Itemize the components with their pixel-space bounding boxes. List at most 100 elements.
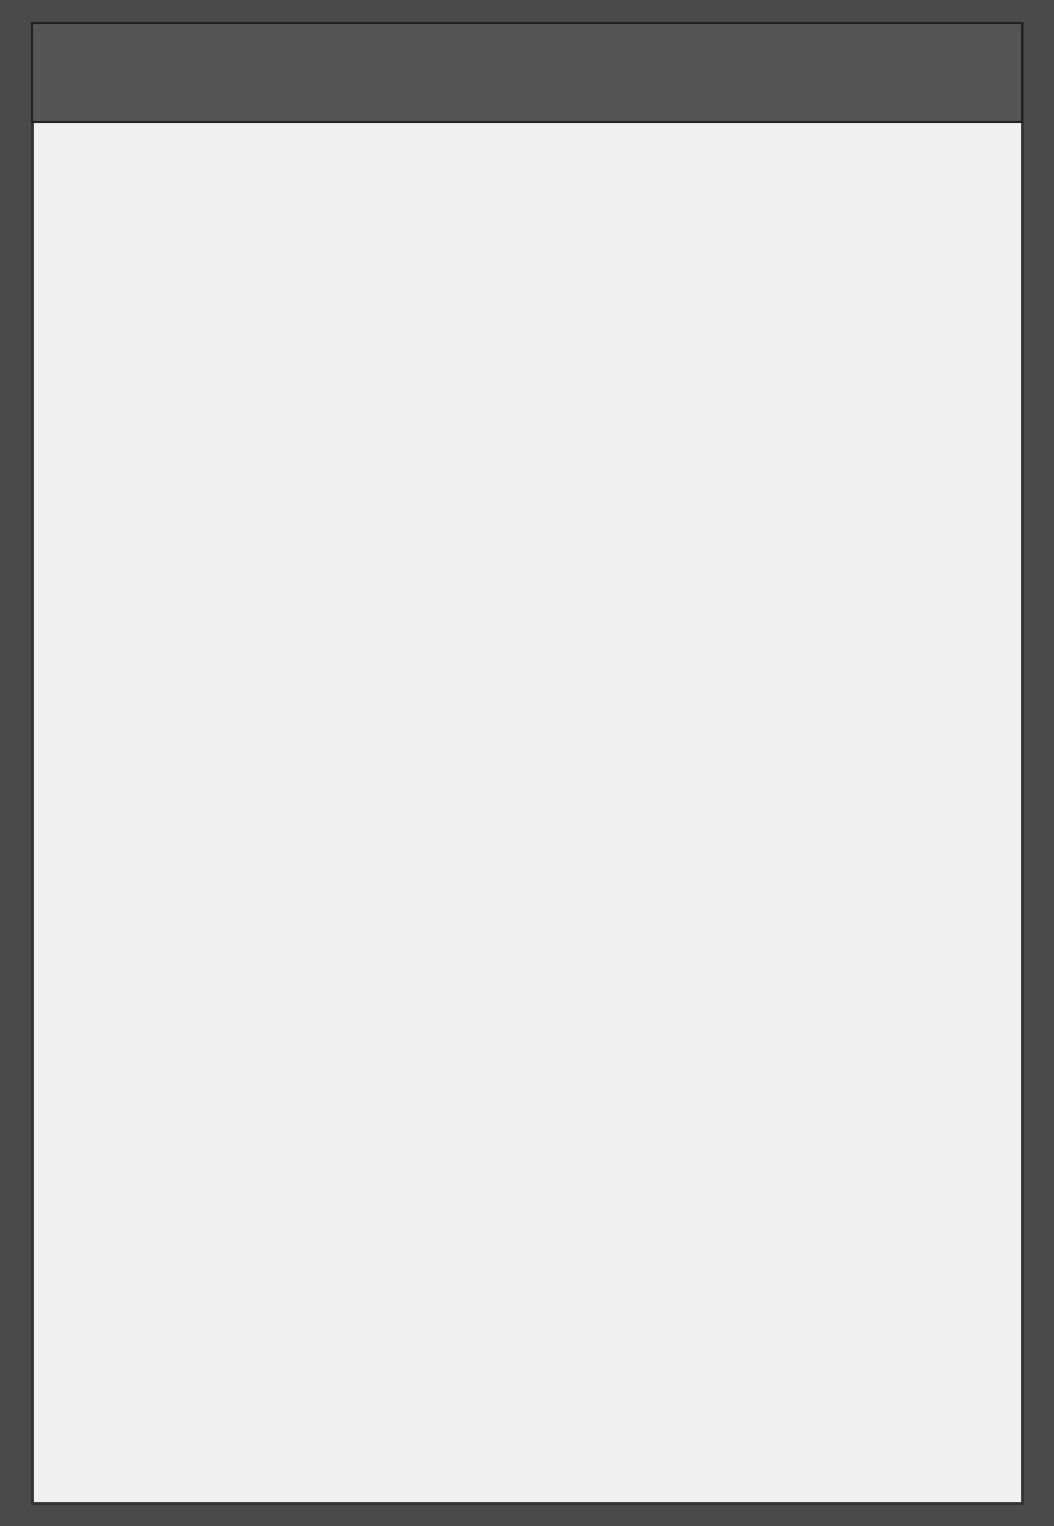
Text: TAPPET BALL SOCKET
SPRING: TAPPET BALL SOCKET SPRING: [202, 1000, 430, 1059]
Text: For Details: For Details: [432, 38, 622, 96]
FancyBboxPatch shape: [398, 201, 656, 230]
Text: 8: 8: [871, 394, 877, 403]
Circle shape: [594, 722, 638, 765]
Circle shape: [271, 746, 307, 781]
FancyBboxPatch shape: [413, 266, 641, 349]
FancyBboxPatch shape: [844, 270, 883, 305]
Text: 2: 2: [286, 710, 292, 719]
FancyBboxPatch shape: [743, 761, 766, 980]
FancyBboxPatch shape: [413, 710, 437, 778]
Polygon shape: [651, 1457, 679, 1485]
FancyBboxPatch shape: [413, 378, 641, 487]
FancyBboxPatch shape: [641, 418, 760, 517]
Text: CAM RING: CAM RING: [674, 1361, 840, 1375]
FancyBboxPatch shape: [676, 378, 735, 433]
Bar: [378, 201, 413, 743]
Circle shape: [604, 731, 628, 755]
Circle shape: [271, 391, 307, 426]
Polygon shape: [470, 1212, 497, 1235]
Polygon shape: [613, 1430, 636, 1447]
Text: ROCKER ARM: ROCKER ARM: [536, 670, 597, 726]
Polygon shape: [497, 1212, 525, 1235]
Text: TAP HERE: TAP HERE: [479, 43, 575, 61]
Polygon shape: [444, 1216, 470, 1241]
Polygon shape: [636, 1430, 659, 1447]
Text: 7: 7: [871, 497, 877, 507]
Polygon shape: [525, 1216, 551, 1241]
Polygon shape: [651, 1325, 679, 1351]
Text: ADJUSTING SCREW: ADJUSTING SCREW: [313, 690, 424, 723]
Text: 19] ASSEMBLY OF AIR VALVE: 19] ASSEMBLY OF AIR VALVE: [360, 75, 694, 96]
Polygon shape: [305, 1378, 326, 1404]
Polygon shape: [331, 1265, 664, 1526]
Text: VALVE
SPRING
ASSEMBLY: VALVE SPRING ASSEMBLY: [768, 719, 930, 870]
Circle shape: [839, 325, 889, 374]
FancyBboxPatch shape: [507, 166, 577, 201]
FancyBboxPatch shape: [413, 679, 641, 743]
Circle shape: [271, 696, 307, 731]
Circle shape: [856, 380, 892, 417]
FancyBboxPatch shape: [443, 743, 611, 783]
Circle shape: [271, 499, 307, 534]
Circle shape: [819, 305, 909, 394]
Polygon shape: [568, 1447, 591, 1470]
Polygon shape: [550, 1465, 573, 1488]
Text: 3: 3: [286, 511, 292, 522]
Circle shape: [468, 1375, 527, 1434]
Polygon shape: [722, 1509, 740, 1526]
Polygon shape: [662, 1351, 687, 1378]
FancyBboxPatch shape: [641, 423, 681, 511]
Text: CAM LOBE: CAM LOBE: [203, 1233, 356, 1325]
Text: TAPPET ROLLER: TAPPET ROLLER: [505, 1276, 736, 1291]
FancyBboxPatch shape: [800, 374, 824, 438]
Circle shape: [466, 1265, 489, 1288]
Polygon shape: [662, 1431, 687, 1457]
FancyBboxPatch shape: [418, 270, 448, 343]
Polygon shape: [305, 1404, 326, 1431]
FancyBboxPatch shape: [606, 270, 636, 343]
FancyBboxPatch shape: [676, 374, 824, 438]
Polygon shape: [532, 1509, 550, 1526]
FancyBboxPatch shape: [443, 1091, 465, 1267]
Text: SPLIT KEY: SPLIT KEY: [767, 690, 918, 728]
Circle shape: [885, 291, 921, 327]
FancyBboxPatch shape: [423, 783, 631, 812]
Bar: [641, 201, 676, 743]
Text: PUSH ROD: PUSH ROD: [321, 906, 442, 940]
Polygon shape: [308, 1351, 332, 1378]
Polygon shape: [538, 1488, 559, 1509]
Polygon shape: [638, 1297, 666, 1326]
Text: Fig. 18.10A Air valve: Fig. 18.10A Air valve: [448, 855, 606, 870]
Polygon shape: [590, 1434, 613, 1456]
Polygon shape: [599, 1253, 628, 1282]
Polygon shape: [699, 1465, 722, 1488]
Circle shape: [431, 1047, 474, 1091]
Circle shape: [618, 1515, 653, 1526]
Text: CRANKCASE: CRANKCASE: [176, 1041, 326, 1074]
Circle shape: [806, 212, 842, 249]
Polygon shape: [329, 1483, 357, 1511]
Polygon shape: [638, 1483, 666, 1511]
Polygon shape: [366, 1253, 395, 1282]
Circle shape: [856, 484, 892, 520]
Circle shape: [579, 282, 635, 337]
Polygon shape: [659, 1434, 682, 1456]
FancyBboxPatch shape: [413, 720, 800, 766]
Polygon shape: [714, 1488, 735, 1509]
Circle shape: [450, 1248, 505, 1303]
Ellipse shape: [720, 1047, 789, 1062]
Polygon shape: [308, 1431, 332, 1457]
FancyBboxPatch shape: [735, 418, 760, 517]
Text: 4: 4: [286, 403, 292, 414]
Polygon shape: [299, 774, 844, 1187]
FancyBboxPatch shape: [413, 650, 670, 774]
Circle shape: [602, 1499, 670, 1526]
Polygon shape: [416, 1224, 444, 1251]
FancyBboxPatch shape: [445, 761, 461, 1070]
Polygon shape: [346, 1506, 374, 1526]
Polygon shape: [390, 1236, 418, 1265]
Polygon shape: [316, 1457, 343, 1485]
Text: 6: 6: [821, 226, 827, 235]
Text: 9: 9: [900, 305, 906, 314]
Circle shape: [291, 212, 327, 249]
